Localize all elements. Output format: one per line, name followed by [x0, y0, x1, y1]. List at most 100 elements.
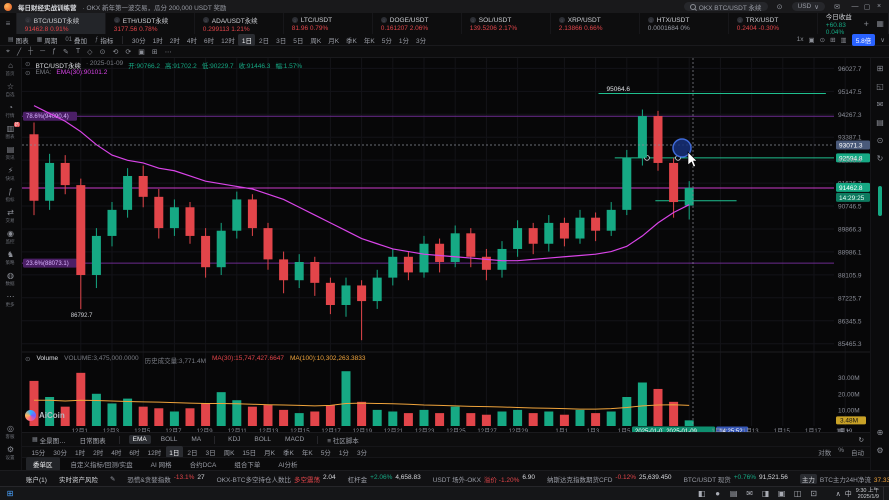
toolbar-chip-周期[interactable]: ▦ 周期 — [33, 35, 62, 45]
message-icon[interactable]: ✉ — [876, 100, 884, 109]
toolbar-chip-叠加[interactable]: 01 叠加 — [61, 35, 91, 45]
template-icon[interactable]: ▣ — [138, 48, 145, 56]
taskbar-app-7[interactable]: ◫ — [793, 489, 802, 498]
sidebar-item-指标[interactable]: ƒ 指标 — [5, 187, 15, 203]
status-item[interactable]: 账户(1) — [26, 476, 47, 484]
tab-组合下单[interactable]: 组合下单 — [234, 462, 261, 469]
ticker-ada[interactable]: ◌ ADA/USDT永续 0.299113 1.21% — [195, 13, 284, 34]
sidebar-item-更多[interactable]: ⋯ 更多 — [5, 292, 15, 308]
start-button[interactable]: ⊞ — [6, 489, 14, 498]
ticker-xrp[interactable]: ◌ XRP/USDT 2.13866 0.66% — [551, 13, 640, 34]
timeframe2-季K[interactable]: 季K — [283, 450, 294, 457]
redo-icon[interactable]: ⟳ — [125, 48, 132, 56]
timeframe2-6时[interactable]: 6时 — [129, 450, 140, 457]
timeframe-月K[interactable]: 月K — [328, 37, 340, 45]
timeframe2-15日[interactable]: 15日 — [242, 450, 257, 457]
chevron-down-icon[interactable]: ∨ — [880, 36, 885, 44]
settings-icon[interactable]: ⚙ — [876, 446, 884, 455]
hline-tool-icon[interactable]: ─ — [40, 48, 46, 55]
account-name[interactable]: 每日财经实战训练营 — [18, 4, 77, 12]
timeframe-2时[interactable]: 2时 — [169, 37, 180, 45]
scale-1x-button[interactable]: 1x — [796, 36, 804, 43]
timeframe2-3分[interactable]: 3分 — [356, 450, 368, 457]
close-button[interactable]: × — [876, 3, 882, 10]
timeframe-3分[interactable]: 3分 — [415, 37, 427, 45]
sidebar-item-客服[interactable]: ◎ 客服 — [5, 424, 15, 440]
timeframe-30分[interactable]: 30分 — [131, 37, 146, 45]
more-tools-icon[interactable]: ⋯ — [164, 48, 172, 56]
notification-bell-icon[interactable]: ⊙ — [776, 3, 783, 11]
timeframe-1分[interactable]: 1分 — [398, 37, 409, 45]
taskbar-app-2[interactable]: ● — [715, 489, 721, 498]
taskbar-app-3[interactable]: ▤ — [729, 489, 738, 498]
timeframe2-3日[interactable]: 3日 — [205, 450, 216, 457]
sub-indicator-MACD[interactable]: MACD — [285, 436, 305, 443]
alert-icon[interactable]: ⊙ — [819, 36, 826, 44]
status-item[interactable]: 恐慌&贪婪指数 -13.1% 27 — [127, 473, 205, 484]
text-tool-icon[interactable]: T — [75, 48, 81, 55]
minimize-button[interactable]: — — [851, 3, 859, 10]
cross-tool-icon[interactable]: ┼ — [28, 48, 34, 55]
shape-tool-icon[interactable]: ◇ — [87, 48, 93, 56]
ticker-eth[interactable]: ◌ ETH/USDT永续 3177.56 0.78% — [106, 13, 195, 34]
magnet-icon[interactable]: ⊙ — [99, 48, 106, 56]
timeframe-2日[interactable]: 2日 — [258, 37, 270, 45]
sidebar-item-数据[interactable]: ◍ 数据 — [5, 271, 15, 287]
indicator-MA[interactable]: MA — [191, 436, 202, 443]
timeframe2-1日[interactable]: 1日 — [165, 446, 183, 458]
sidebar-item-策略[interactable]: ♞ 策略 — [5, 250, 15, 266]
sidebar-item-首页[interactable]: ⌂ 首页 — [5, 61, 15, 77]
tab-AI 网格[interactable]: AI 网格 — [150, 462, 172, 469]
screenshot-icon[interactable]: ▣ — [808, 36, 815, 44]
layout-grid-icon[interactable]: ⊞ — [830, 36, 836, 44]
taskbar-app-8[interactable]: ⊡ — [810, 489, 817, 498]
toolbar-chip-图表[interactable]: ▤ 图表 — [4, 35, 33, 45]
symbol-search-box[interactable]: OKX BTC/USDT 永续 — [683, 2, 768, 12]
timeframe-6时[interactable]: 6时 — [203, 37, 215, 45]
ticker-settings-icon[interactable]: ▦ — [872, 13, 889, 34]
sidebar-item-监控[interactable]: ◉ 监控 — [5, 229, 15, 245]
panel-chip-全景图…[interactable]: ▦ 全景图… — [32, 437, 66, 445]
brush-icon[interactable]: ✎ — [63, 48, 69, 56]
tray-expand-icon[interactable]: ∧ — [835, 490, 841, 498]
status-item[interactable]: 纳斯达克指数期货CFD -0.12% 25,639.450 — [547, 473, 672, 484]
sidebar-item-交易[interactable]: ⇄ 交易 — [5, 208, 15, 224]
timeframe2-月K[interactable]: 月K — [264, 450, 275, 457]
status-item[interactable]: 实时资产风险 — [58, 476, 98, 484]
tab-自定义指标/回测/实盘[interactable]: 自定义指标/回测/实盘 — [70, 462, 133, 469]
ticker-doge[interactable]: ◌ DOGE/USDT 0.161207 2.06% — [373, 13, 462, 34]
timeframe-周K[interactable]: 周K — [310, 37, 322, 45]
panel-chip-日常图表[interactable]: 日常图表 — [79, 437, 106, 445]
timeframe2-1分[interactable]: 1分 — [338, 450, 349, 457]
timeframe2-12时[interactable]: 12时 — [147, 450, 162, 457]
status-item[interactable]: USDT 场外-OKX 溢价 -1.20% 6.90 — [432, 473, 536, 484]
refresh-icon[interactable]: ↻ — [876, 154, 884, 163]
timeframe2-15分[interactable]: 15分 — [31, 450, 46, 457]
timeframe-5日[interactable]: 5日 — [293, 37, 304, 45]
timeframe2-30分[interactable]: 30分 — [53, 450, 67, 457]
undo-icon[interactable]: ⟲ — [112, 48, 119, 56]
panel-icon[interactable]: ⊞ — [876, 64, 884, 73]
chart-window-icon[interactable]: ◱ — [876, 82, 884, 91]
indicator-BOLL[interactable]: BOLL — [160, 436, 178, 443]
log-scale-toggle[interactable]: 对数 — [818, 450, 832, 457]
list-icon[interactable]: ▤ — [876, 118, 884, 127]
taskbar-app-6[interactable]: ▣ — [777, 489, 786, 498]
tab-AI分析[interactable]: AI分析 — [278, 462, 298, 469]
zoom-icon[interactable]: ⊕ — [876, 428, 884, 437]
tab-合约DCA[interactable]: 合约DCA — [189, 462, 217, 469]
ticker-sol[interactable]: ◌ SOL/USDT 139.5206 2.17% — [462, 13, 551, 34]
timeframe-年K[interactable]: 年K — [363, 37, 375, 45]
timeframe-1日[interactable]: 1日 — [238, 33, 256, 46]
sidebar-item-资讯[interactable]: ▤ 资讯 — [5, 145, 15, 161]
sidebar-item-图表[interactable]: ▥ 图表新 — [5, 122, 20, 140]
timeframe-4时[interactable]: 4时 — [186, 37, 197, 45]
sub-indicator-BOLL[interactable]: BOLL — [254, 436, 272, 443]
taskbar-app-5[interactable]: ◨ — [761, 489, 770, 498]
promo-banner[interactable]: · OKX 新年第一波交易，瓜分 200,000 USDT 奖励 — [82, 4, 227, 12]
grid-icon[interactable]: ⊞ — [151, 48, 158, 56]
timeframe2-2日[interactable]: 2日 — [187, 450, 198, 457]
indicator-EMA[interactable]: EMA — [128, 435, 151, 444]
refresh-icon[interactable]: ↻ — [858, 436, 864, 444]
multi-screen-icon[interactable]: ▥ — [840, 36, 847, 44]
